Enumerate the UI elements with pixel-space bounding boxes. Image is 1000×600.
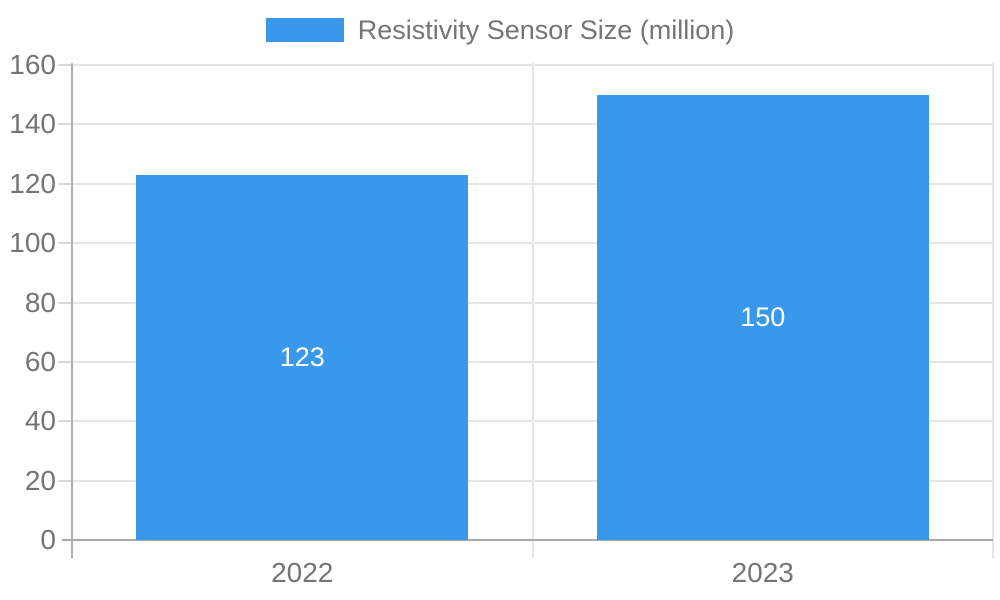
bar-value-label: 150 bbox=[740, 301, 786, 332]
category-boundary-line bbox=[531, 63, 534, 558]
x-axis-label: 2022 bbox=[271, 557, 334, 588]
y-axis-label: 100 bbox=[9, 227, 56, 259]
legend-swatch bbox=[265, 18, 344, 42]
y-tick bbox=[58, 360, 71, 363]
y-tick bbox=[58, 182, 71, 185]
y-axis-label: 40 bbox=[24, 405, 56, 437]
bar-2022[interactable]: 123 bbox=[136, 174, 469, 540]
legend-item[interactable]: Resistivity Sensor Size (million) bbox=[265, 14, 735, 46]
y-axis-label: 60 bbox=[24, 345, 56, 377]
y-axis-label: 20 bbox=[24, 464, 56, 496]
y-tick bbox=[58, 242, 71, 245]
legend-label: Resistivity Sensor Size (million) bbox=[357, 15, 735, 45]
bar-value-label: 123 bbox=[279, 341, 325, 372]
y-tick bbox=[58, 64, 71, 66]
y-tick bbox=[58, 301, 71, 304]
y-axis-line bbox=[71, 63, 73, 558]
y-axis-label: 160 bbox=[9, 49, 56, 80]
x-axis-line bbox=[62, 539, 993, 541]
y-tick bbox=[58, 479, 71, 482]
x-axis-label: 2023 bbox=[731, 557, 794, 588]
y-axis-label: 120 bbox=[9, 167, 56, 199]
y-axis-label: 80 bbox=[24, 286, 56, 318]
y-axis-label: 140 bbox=[9, 108, 56, 140]
y-axis-label: 0 bbox=[40, 524, 56, 555]
y-tick bbox=[58, 420, 71, 423]
legend: Resistivity Sensor Size (million) bbox=[0, 14, 1000, 46]
category-boundary-line bbox=[992, 63, 994, 558]
bar-2023[interactable]: 150 bbox=[596, 94, 929, 540]
y-tick bbox=[58, 123, 71, 126]
